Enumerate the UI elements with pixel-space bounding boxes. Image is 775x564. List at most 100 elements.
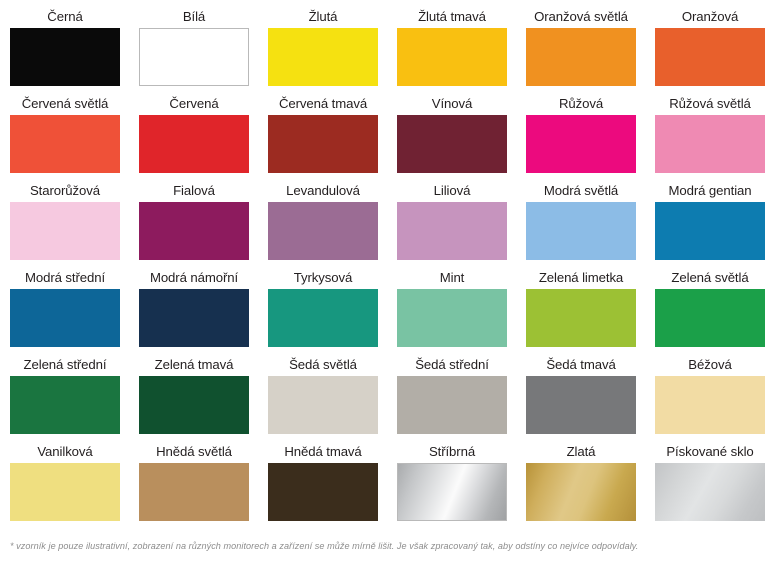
swatch-label: Červená světlá — [21, 96, 109, 111]
swatch-cell[interactable]: Béžová — [655, 354, 774, 441]
swatch-label: Oranžová — [681, 9, 739, 24]
swatch-label: Liliová — [433, 183, 471, 198]
footnote-disclaimer: * vzorník je pouze ilustrativní, zobraze… — [10, 541, 639, 551]
swatch-cell[interactable]: Starorůžová — [10, 180, 129, 267]
swatch-color-chip[interactable] — [526, 115, 636, 173]
swatch-color-chip[interactable] — [10, 202, 120, 260]
swatch-cell[interactable]: Oranžová světlá — [526, 6, 645, 93]
swatch-label: Vínová — [431, 96, 473, 111]
swatch-color-chip[interactable] — [526, 376, 636, 434]
swatch-label: Šedá střední — [415, 357, 489, 372]
swatch-color-chip[interactable] — [268, 289, 378, 347]
color-swatch-sheet: Černá Bílá Žlutá Žlutá tmavá Oranžová světlá… — [10, 6, 775, 528]
swatch-label: Zlatá — [566, 444, 596, 459]
swatch-color-chip[interactable] — [655, 28, 765, 86]
swatch-cell[interactable]: Mint — [397, 267, 516, 354]
swatch-label: Starorůžová — [29, 183, 100, 198]
swatch-label: Oranžová světlá — [534, 9, 628, 24]
swatch-label: Mint — [439, 270, 465, 285]
swatch-label: Žlutá tmavá — [418, 9, 486, 24]
swatch-cell[interactable]: Modrá námořní — [139, 267, 258, 354]
swatch-cell[interactable]: Zelená světlá — [655, 267, 774, 354]
swatch-cell[interactable]: Tyrkysová — [268, 267, 387, 354]
swatch-color-chip[interactable] — [139, 376, 249, 434]
swatch-color-chip[interactable] — [268, 463, 378, 521]
swatch-color-chip[interactable] — [397, 28, 507, 86]
swatch-cell[interactable]: Fialová — [139, 180, 258, 267]
swatch-color-chip[interactable] — [655, 289, 765, 347]
swatch-label: Zelená světlá — [671, 270, 749, 285]
swatch-color-chip[interactable] — [526, 289, 636, 347]
swatch-color-chip[interactable] — [655, 202, 765, 260]
swatch-color-chip[interactable] — [268, 376, 378, 434]
swatch-label: Červená tmavá — [278, 96, 368, 111]
swatch-cell[interactable]: Šedá tmavá — [526, 354, 645, 441]
swatch-label: Zelená tmavá — [154, 357, 234, 372]
swatch-cell[interactable]: Hnědá světlá — [139, 441, 258, 528]
swatch-cell[interactable]: Zelená limetka — [526, 267, 645, 354]
swatch-cell[interactable]: Stříbrná — [397, 441, 516, 528]
swatch-color-chip[interactable] — [10, 463, 120, 521]
swatch-color-chip[interactable] — [10, 115, 120, 173]
swatch-cell[interactable]: Oranžová — [655, 6, 774, 93]
swatch-cell[interactable]: Modrá světlá — [526, 180, 645, 267]
swatch-color-chip[interactable] — [10, 376, 120, 434]
swatch-label: Červená — [169, 96, 219, 111]
swatch-color-chip[interactable] — [526, 463, 636, 521]
swatch-color-chip[interactable] — [139, 28, 249, 86]
swatch-color-chip[interactable] — [268, 28, 378, 86]
swatch-label: Modrá střední — [24, 270, 106, 285]
swatch-cell[interactable]: Černá — [10, 6, 129, 93]
swatch-cell[interactable]: Růžová světlá — [655, 93, 774, 180]
swatch-color-chip[interactable] — [139, 463, 249, 521]
swatch-color-chip[interactable] — [397, 115, 507, 173]
swatch-color-chip[interactable] — [10, 28, 120, 86]
swatch-cell[interactable]: Žlutá tmavá — [397, 6, 516, 93]
swatch-cell[interactable]: Žlutá — [268, 6, 387, 93]
swatch-cell[interactable]: Červená tmavá — [268, 93, 387, 180]
swatch-cell[interactable]: Růžová — [526, 93, 645, 180]
swatch-label: Stříbrná — [428, 444, 476, 459]
swatch-label: Modrá gentian — [668, 183, 752, 198]
swatch-cell[interactable]: Šedá střední — [397, 354, 516, 441]
swatch-label: Zelená střední — [23, 357, 107, 372]
swatch-color-chip[interactable] — [526, 202, 636, 260]
swatch-color-chip[interactable] — [397, 202, 507, 260]
swatch-color-chip[interactable] — [139, 289, 249, 347]
swatch-grid: Černá Bílá Žlutá Žlutá tmavá Oranžová světlá… — [10, 6, 775, 528]
swatch-label: Pískované sklo — [666, 444, 754, 459]
swatch-label: Vanilková — [37, 444, 93, 459]
swatch-cell[interactable]: Červená — [139, 93, 258, 180]
swatch-label: Žlutá — [308, 9, 338, 24]
swatch-color-chip[interactable] — [526, 28, 636, 86]
swatch-cell[interactable]: Liliová — [397, 180, 516, 267]
swatch-color-chip[interactable] — [397, 289, 507, 347]
swatch-cell[interactable]: Vínová — [397, 93, 516, 180]
swatch-cell[interactable]: Zelená střední — [10, 354, 129, 441]
swatch-color-chip[interactable] — [268, 115, 378, 173]
swatch-cell[interactable]: Pískované sklo — [655, 441, 774, 528]
swatch-cell[interactable]: Levandulová — [268, 180, 387, 267]
swatch-color-chip[interactable] — [10, 289, 120, 347]
swatch-cell[interactable]: Modrá střední — [10, 267, 129, 354]
swatch-color-chip[interactable] — [268, 202, 378, 260]
swatch-cell[interactable]: Vanilková — [10, 441, 129, 528]
swatch-label: Zelená limetka — [538, 270, 624, 285]
swatch-cell[interactable]: Hnědá tmavá — [268, 441, 387, 528]
swatch-cell[interactable]: Zelená tmavá — [139, 354, 258, 441]
swatch-color-chip[interactable] — [655, 463, 765, 521]
swatch-color-chip[interactable] — [397, 463, 507, 521]
swatch-cell[interactable]: Zlatá — [526, 441, 645, 528]
swatch-color-chip[interactable] — [397, 376, 507, 434]
swatch-color-chip[interactable] — [655, 115, 765, 173]
swatch-cell[interactable]: Modrá gentian — [655, 180, 774, 267]
swatch-label: Bílá — [182, 9, 206, 24]
swatch-label: Hnědá tmavá — [284, 444, 362, 459]
swatch-label: Levandulová — [286, 183, 360, 198]
swatch-color-chip[interactable] — [139, 115, 249, 173]
swatch-color-chip[interactable] — [655, 376, 765, 434]
swatch-color-chip[interactable] — [139, 202, 249, 260]
swatch-cell[interactable]: Červená světlá — [10, 93, 129, 180]
swatch-cell[interactable]: Bílá — [139, 6, 258, 93]
swatch-cell[interactable]: Šedá světlá — [268, 354, 387, 441]
